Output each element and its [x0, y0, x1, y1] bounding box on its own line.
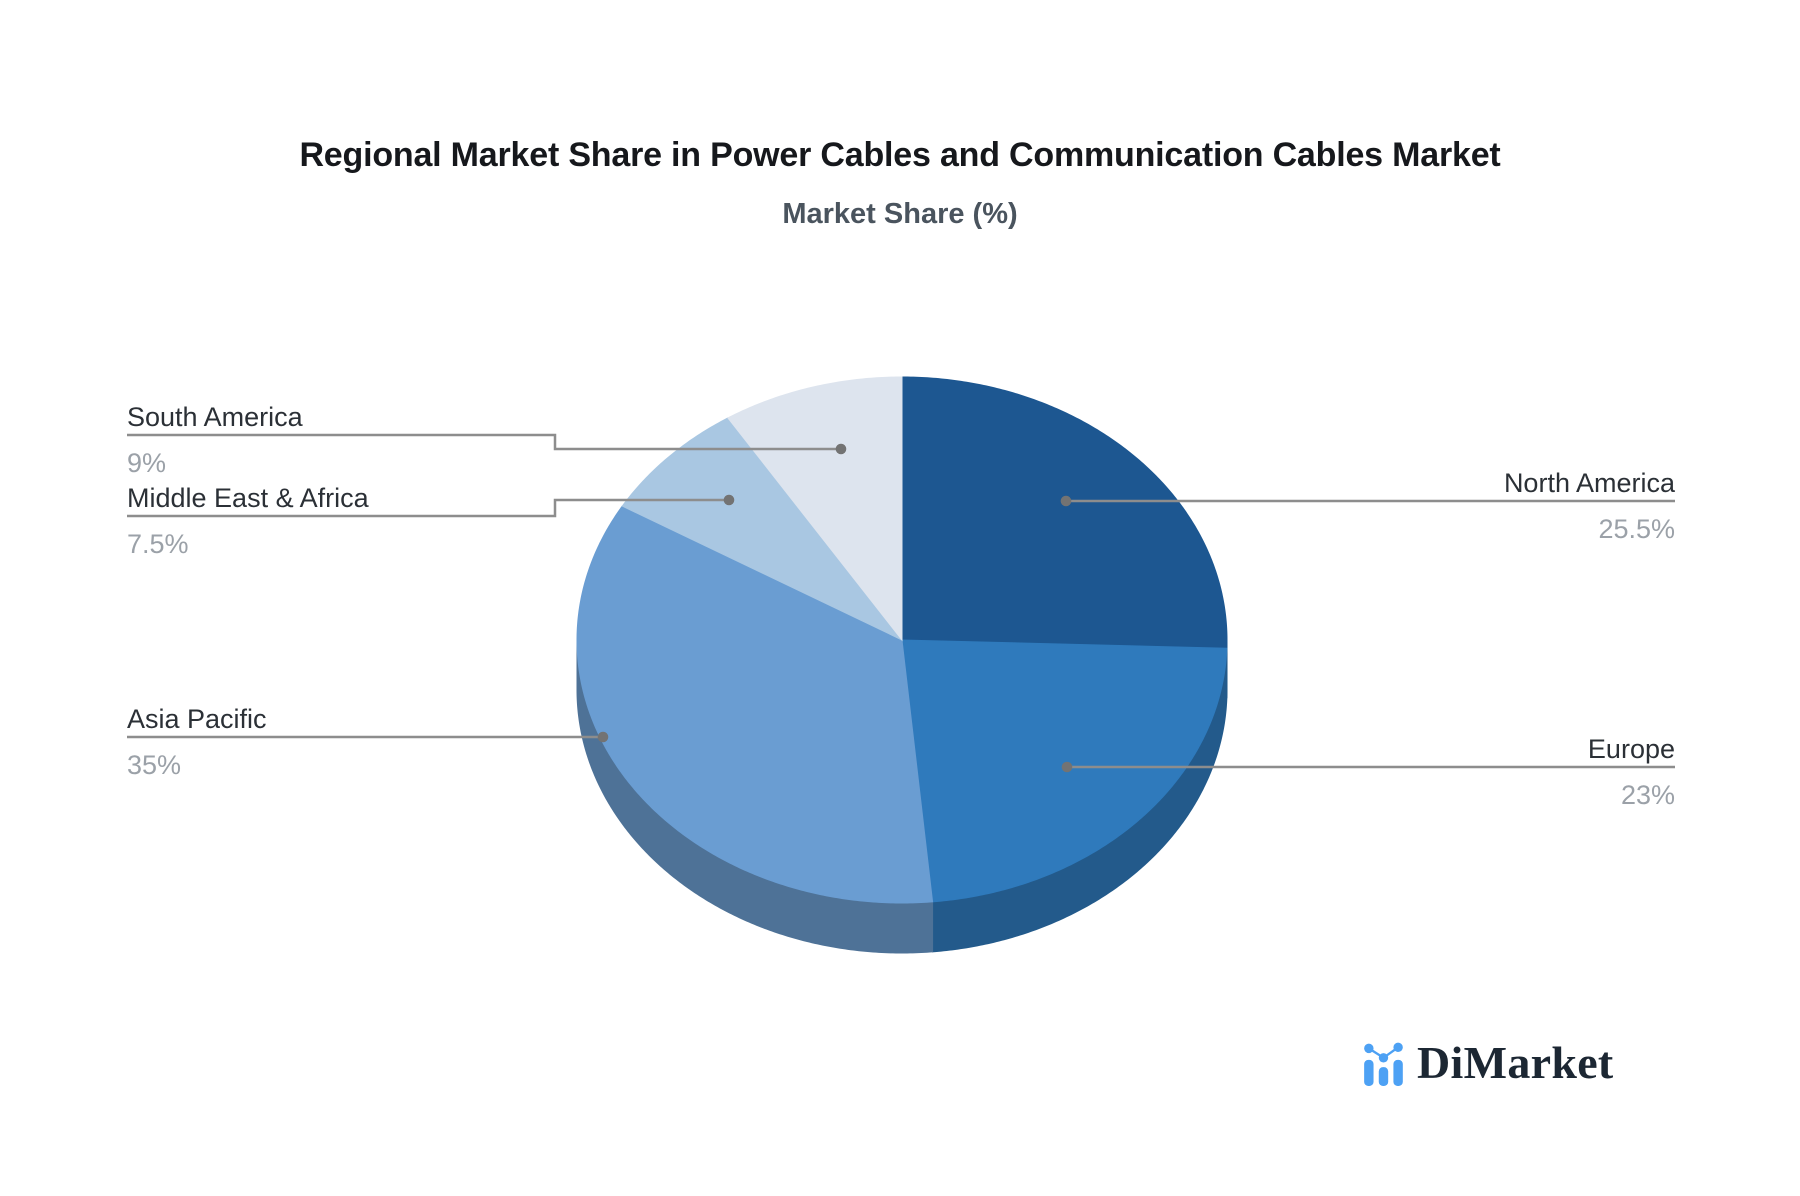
slice-name: Asia Pacific	[127, 704, 267, 734]
slice-name: Middle East & Africa	[127, 483, 369, 513]
chart-title: Regional Market Share in Power Cables an…	[299, 136, 1501, 174]
leader-dot-middle-east-africa	[723, 494, 735, 506]
chart-subtitle: Market Share (%)	[782, 198, 1018, 230]
slice-label-europe: Europe 23%	[1588, 734, 1675, 811]
slice-value: 23%	[1620, 780, 1675, 810]
slice-label-asia-pacific: Asia Pacific 35%	[127, 704, 267, 781]
leader-dot-asia-pacific	[597, 731, 609, 743]
pie-slice-middle-east-africa	[621, 417, 903, 641]
leader-line-south-america	[127, 433, 841, 451]
slice-value: 9%	[127, 448, 167, 478]
leader-dot-europe	[1061, 761, 1073, 773]
slice-name: South America	[127, 402, 303, 432]
slice-label-middle-east-africa: Middle East & Africa 7.5%	[127, 483, 369, 560]
slice-value: 35%	[127, 750, 182, 780]
slice-value: 7.5%	[127, 529, 189, 559]
slice-name: Europe	[1587, 734, 1675, 764]
brand-logo: DiMarket	[1364, 1036, 1614, 1089]
slice-value: 25.5%	[1598, 514, 1675, 544]
slice-label-south-america: South America 9%	[127, 402, 303, 479]
leader-dot-south-america	[835, 443, 847, 455]
leader-dot-north-america	[1060, 495, 1072, 507]
pie-slice-asia-pacific	[576, 505, 934, 904]
brand-wordmark: DiMarket	[1417, 1037, 1614, 1088]
pie-slice-north-america	[901, 376, 1228, 649]
pie-slice-south-america	[727, 376, 903, 642]
bar-chart-trend-icon	[1364, 1042, 1403, 1086]
slice-label-north-america: North America 25.5%	[1504, 468, 1675, 545]
leader-line-middle-east-africa	[127, 498, 729, 518]
slice-name: North America	[1503, 468, 1675, 498]
